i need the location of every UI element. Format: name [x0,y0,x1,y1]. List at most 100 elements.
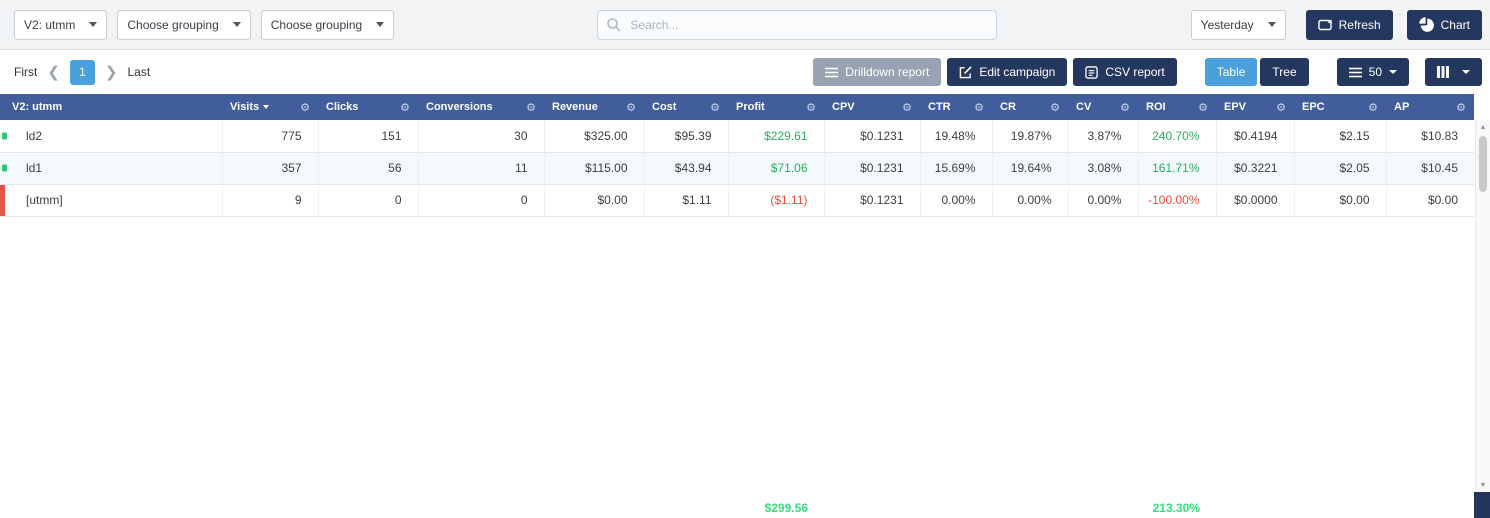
grouping-select-1[interactable]: Choose grouping [117,9,251,40]
column-header-profit[interactable]: Profit ⚙ [728,94,824,120]
column-settings-icon[interactable]: ⚙ [300,101,310,114]
total-ap: $10.73 [1421,500,1458,515]
grouping-select-2-value: Choose grouping [270,17,363,32]
cell-epv: $0.3221 [1215,152,1294,184]
campaign-select[interactable]: V2: utmm [14,9,108,40]
table-row[interactable]: ld1 357 56 11 $115.00 $43.94 $71.06 $0.1231 15.6… [0,152,1474,184]
total-cpv: $0.1231 [860,500,904,515]
cell-cv: 3.87% [1067,120,1138,152]
total-revenue: $440.00 [584,500,628,515]
column-settings-icon[interactable]: ⚙ [1276,101,1286,114]
cell-name: ld1 [0,152,222,184]
scrollbar-thumb[interactable] [1479,136,1487,192]
column-settings-icon[interactable]: ⚙ [1120,101,1130,114]
column-label: Revenue [552,101,598,113]
list-icon [825,67,839,78]
table-body: ld2 775 151 30 $325.00 $95.39 $229.61 $0.1231 19… [0,120,1474,216]
chevron-right-icon[interactable]: ❯ [104,63,118,81]
column-header-epv[interactable]: EPV ⚙ [1216,94,1294,120]
total-ctr: 18.14% [935,500,976,515]
column-header-name[interactable]: V2: utmm [0,94,222,120]
column-label: Cost [652,101,677,113]
total-conversions: 41 [514,500,528,515]
column-settings-icon[interactable]: ⚙ [626,101,636,114]
column-settings-icon[interactable]: ⚙ [526,101,536,114]
column-label: Visits [230,101,260,113]
total-roi: 213.30% [1152,500,1200,515]
column-label: CPV [832,101,855,113]
scroll-down-arrow[interactable]: ▼ [1479,481,1487,489]
chevron-left-icon[interactable]: ❮ [47,63,60,81]
column-header-epc[interactable]: EPC ⚙ [1294,94,1386,120]
cell-cost: $95.39 [643,120,728,152]
column-settings-icon[interactable]: ⚙ [400,101,410,114]
table-view-button[interactable]: Table [1204,58,1258,86]
cell-ap: $10.83 [1385,120,1474,152]
pagination-page-1[interactable]: 1 [69,59,95,85]
row-name-label: ld1 [26,161,43,175]
csv-report-label: CSV report [1105,65,1165,79]
column-header-roi[interactable]: ROI ⚙ [1138,94,1216,120]
column-settings-icon[interactable]: ⚙ [1456,101,1466,114]
edit-campaign-label: Edit campaign [979,65,1056,79]
column-settings-icon[interactable]: ⚙ [1050,101,1060,114]
column-header-ap[interactable]: AP ⚙ [1386,94,1474,120]
search-icon [606,17,622,36]
cell-profit: ($1.11) [727,184,824,216]
table-row[interactable]: [utmm] 9 0 0 $0.00 $1.11 ($1.11) $0.1231 0.00% 0.… [0,184,1474,216]
search-input[interactable] [597,9,998,40]
cell-cpv: $0.1231 [823,184,920,216]
column-header-cpv[interactable]: CPV ⚙ [824,94,920,120]
csv-file-icon [1085,65,1099,79]
csv-report-button[interactable]: CSV report [1073,58,1177,86]
column-header-clicks[interactable]: Clicks ⚙ [318,94,418,120]
cell-visits: 9 [221,184,318,216]
column-settings-icon[interactable]: ⚙ [902,101,912,114]
column-header-visits[interactable]: Visits ⚙ [222,94,318,120]
cell-cost: $43.94 [643,152,728,184]
date-range-select[interactable]: Yesterday [1190,9,1286,40]
column-header-cr[interactable]: CR ⚙ [992,94,1068,120]
column-settings-icon[interactable]: ⚙ [710,101,720,114]
action-buttons: Drilldown report Edit campaign CSV repor… [813,58,1482,86]
columns-button[interactable] [1425,58,1482,86]
toolbar: V2: utmm Choose grouping Choose grouping… [0,0,1490,50]
column-header-cv[interactable]: CV ⚙ [1068,94,1138,120]
column-settings-icon[interactable]: ⚙ [1368,101,1378,114]
date-range-value: Yesterday [1200,17,1254,32]
cell-visits: 775 [221,120,318,152]
column-header-revenue[interactable]: Revenue ⚙ [544,94,644,120]
column-header-ctr[interactable]: CTR ⚙ [920,94,992,120]
pagination-last[interactable]: Last [127,65,151,79]
column-settings-icon[interactable]: ⚙ [806,101,816,114]
chart-button[interactable]: Chart [1406,9,1482,40]
column-label: V2: utmm [12,101,63,113]
page-size-button[interactable]: 50 [1336,58,1409,86]
refresh-button[interactable]: Refresh [1305,9,1393,40]
drilldown-report-button[interactable]: Drilldown report [813,58,942,86]
scroll-up-arrow[interactable]: ▲ [1479,123,1487,131]
edit-campaign-button[interactable]: Edit campaign [947,58,1068,86]
table-row[interactable]: ld2 775 151 30 $325.00 $95.39 $229.61 $0.1231 19… [0,120,1474,152]
cell-cr: 0.00% [991,184,1068,216]
column-settings-icon[interactable]: ⚙ [1198,101,1208,114]
column-label: EPV [1224,101,1247,113]
column-settings-icon[interactable]: ⚙ [974,101,984,114]
column-header-conversions[interactable]: Conversions ⚙ [418,94,544,120]
total-clicks: 207 [381,500,402,515]
row-name-label: ld2 [26,128,43,143]
cell-conversions: 30 [417,120,544,152]
cell-roi: 240.70% [1137,120,1216,152]
cell-profit: $229.61 [727,120,824,152]
grouping-select-2[interactable]: Choose grouping [260,9,395,40]
column-label: CV [1076,101,1092,113]
scrollbar[interactable]: ▲ ▼ [1475,120,1490,492]
table-header: V2: utmm Visits ⚙ Clicks ⚙ Conversions ⚙ Re… [0,94,1474,120]
pagination-first[interactable]: First [14,65,38,79]
tree-view-button[interactable]: Tree [1260,58,1309,86]
cell-cpv: $0.1231 [823,120,920,152]
report-table: V2: utmm Visits ⚙ Clicks ⚙ Conversions ⚙ Re… [0,94,1474,217]
column-header-cost[interactable]: Cost ⚙ [644,94,728,120]
column-label: EPC [1302,101,1325,113]
